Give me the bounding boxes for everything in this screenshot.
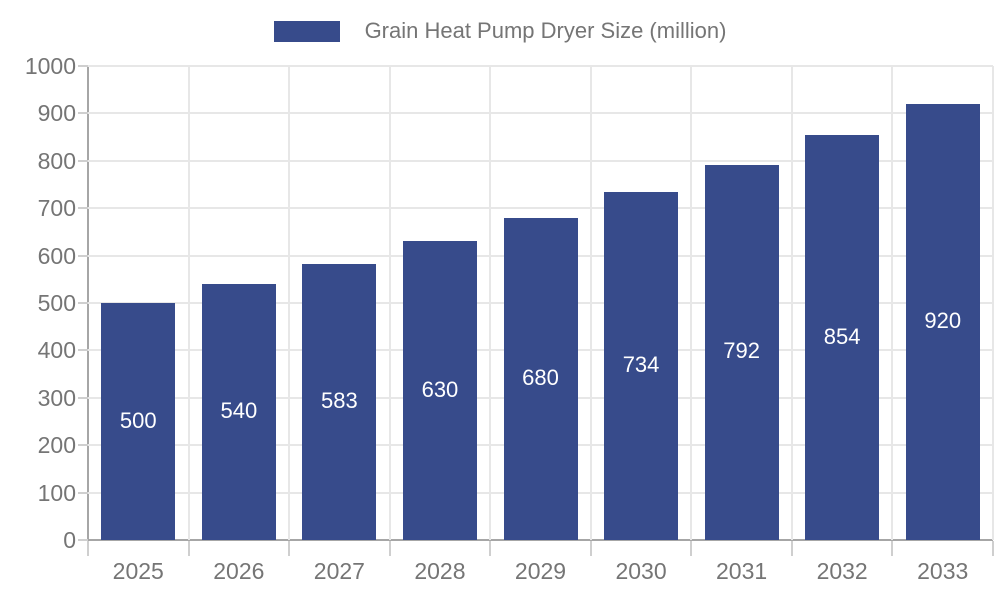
bar[interactable] (704, 164, 779, 540)
legend-swatch[interactable] (273, 20, 340, 42)
gridline-v (790, 66, 793, 540)
y-axis-tick (78, 539, 88, 541)
gridline-h (88, 112, 993, 115)
gridline-v (187, 66, 190, 540)
x-axis-line (78, 539, 993, 541)
x-tick-label: 2026 (213, 558, 265, 584)
gridline-h (88, 159, 993, 162)
y-tick-label: 200 (37, 432, 76, 459)
gridline-v (992, 66, 994, 540)
x-axis-tick (388, 541, 391, 556)
bar[interactable] (805, 135, 880, 540)
x-tick-label: 2031 (716, 558, 768, 584)
gridline-v (288, 66, 291, 540)
gridline-v (891, 66, 894, 540)
y-axis-tick (78, 65, 88, 67)
gridline-v (489, 66, 492, 540)
x-tick-label: 2032 (816, 558, 868, 584)
x-axis-tick (992, 541, 994, 556)
y-axis-tick (78, 349, 88, 352)
x-tick-label: 2033 (917, 558, 969, 584)
x-axis-tick (690, 541, 693, 556)
y-tick-label: 0 (63, 527, 76, 553)
y-tick-label: 500 (37, 290, 76, 316)
y-tick-label: 800 (37, 147, 76, 174)
y-axis-tick (78, 254, 88, 257)
x-axis-tick (187, 541, 190, 556)
x-axis-tick (489, 541, 492, 556)
y-axis-tick (78, 491, 88, 494)
y-tick-label: 700 (37, 195, 76, 222)
gridline-v (690, 66, 693, 540)
legend[interactable]: Grain Heat Pump Dryer Size (million) (0, 18, 1000, 44)
bar[interactable] (905, 103, 980, 540)
y-axis-tick (78, 396, 88, 399)
bar[interactable] (302, 263, 377, 540)
y-tick-label: 100 (37, 479, 76, 506)
y-tick-label: 600 (37, 242, 76, 269)
x-tick-label: 2025 (112, 558, 164, 584)
gridline-v (388, 66, 391, 540)
y-tick-label: 900 (37, 100, 76, 127)
bar[interactable] (604, 192, 679, 540)
y-tick-label: 300 (37, 384, 76, 411)
x-axis-tick (790, 541, 793, 556)
x-tick-label: 2028 (414, 558, 466, 584)
bar[interactable] (402, 241, 477, 540)
x-axis-tick (87, 541, 89, 556)
gridline-h (88, 207, 993, 210)
x-tick-label: 2029 (514, 558, 567, 584)
x-tick-label: 2030 (615, 558, 667, 584)
y-axis-tick (78, 302, 88, 304)
y-axis-tick (78, 444, 88, 447)
y-tick-label: 1000 (24, 53, 76, 79)
bar[interactable] (503, 217, 578, 540)
x-axis-tick (891, 541, 894, 556)
gridline-v (589, 66, 592, 540)
bar[interactable] (201, 284, 276, 540)
y-axis-tick (78, 159, 88, 162)
bar[interactable] (101, 303, 176, 540)
gridline-h (88, 65, 993, 67)
x-axis-tick (288, 541, 291, 556)
legend-label: Grain Heat Pump Dryer Size (million) (364, 18, 727, 43)
y-axis-tick (78, 112, 88, 115)
y-tick-label: 400 (37, 337, 76, 364)
y-axis-tick (78, 207, 88, 210)
x-axis-tick (589, 541, 592, 556)
x-tick-label: 2027 (313, 558, 365, 584)
